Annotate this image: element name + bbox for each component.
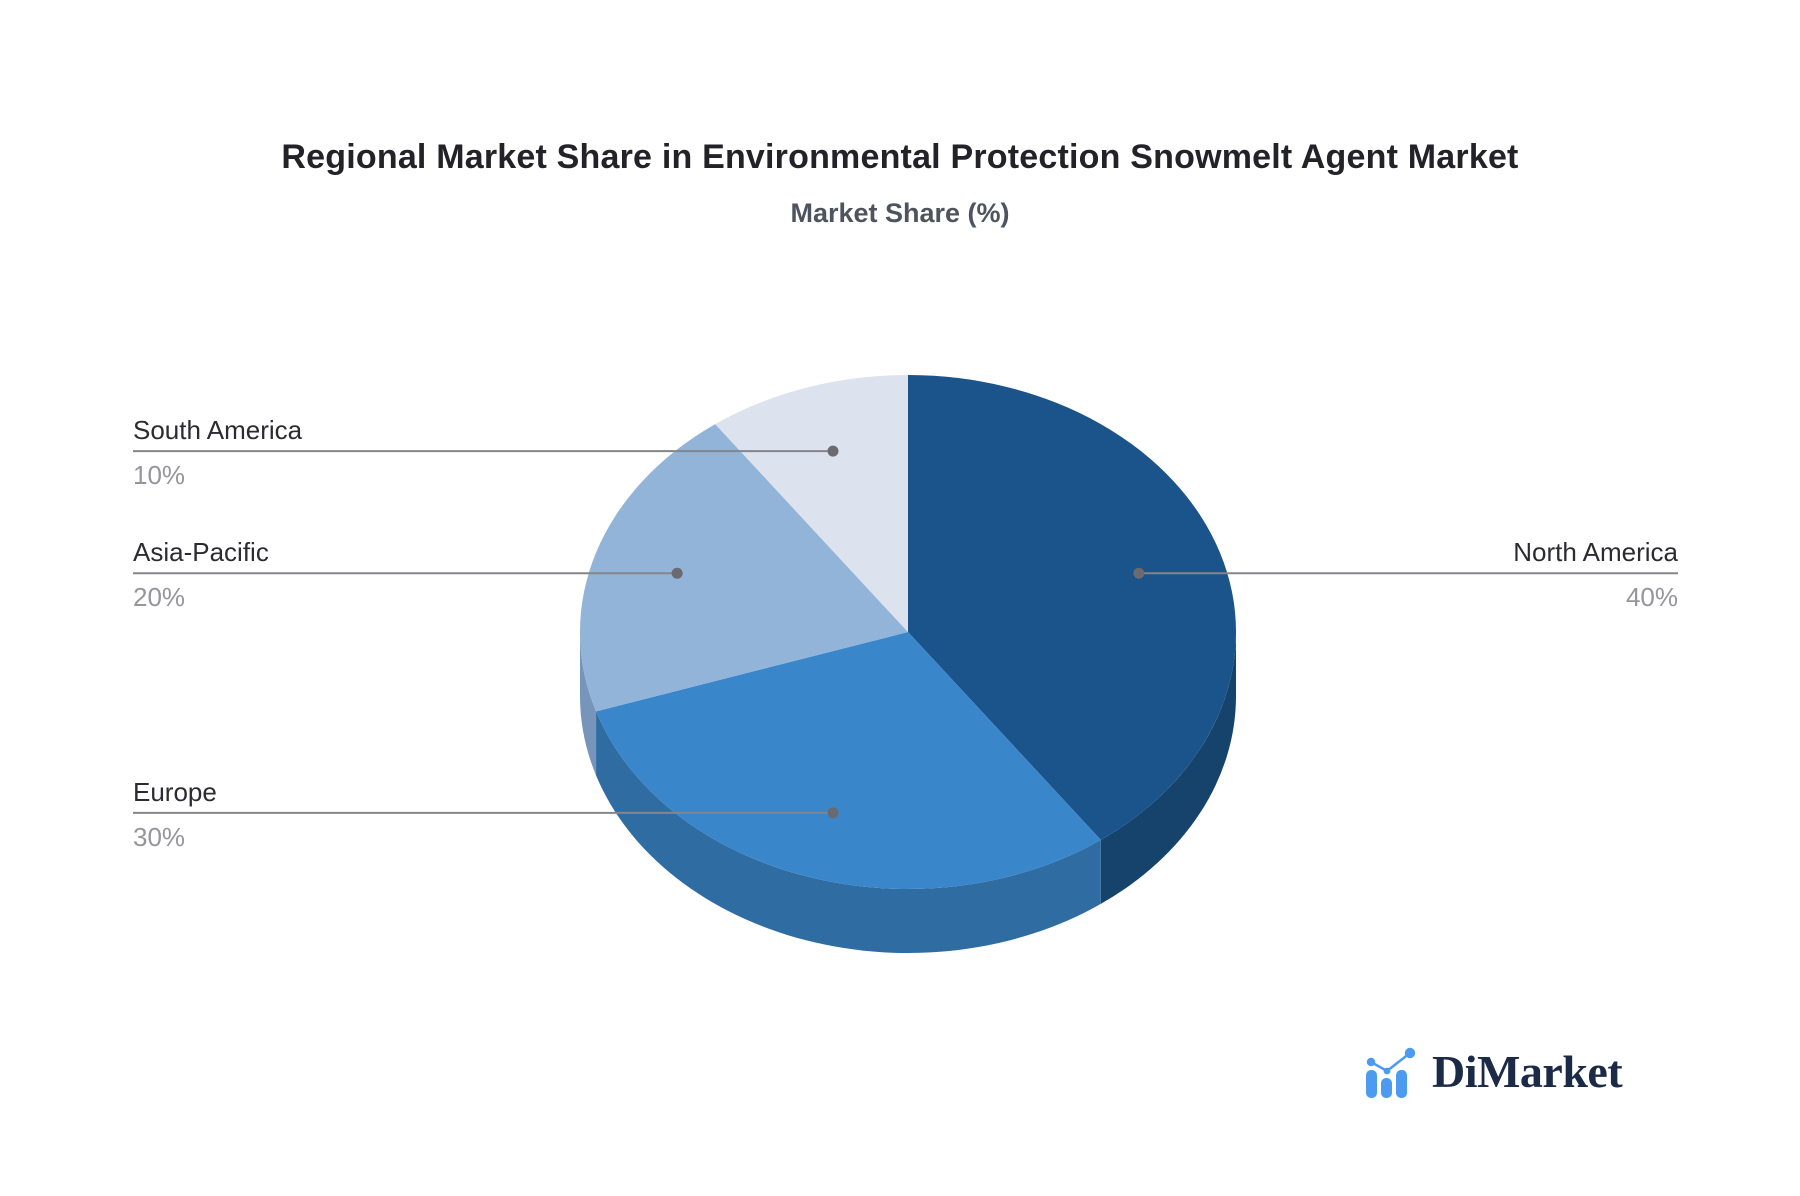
leader-dot-south-america [827, 445, 839, 457]
pie-label-value-europe: 30% [133, 821, 186, 852]
pie-slice-north-america[interactable] [908, 375, 1236, 840]
chart-title: Regional Market Share in Environmental P… [281, 138, 1519, 176]
leader-dot-north-america [1133, 567, 1145, 579]
pie-label-value-asia-pacific: 20% [133, 582, 186, 613]
pie-side-asia-pacific [580, 632, 597, 776]
pie-label-name-south-america: South America [133, 415, 303, 446]
pie-slice-south-america[interactable] [715, 375, 908, 632]
pie-slice-europe[interactable] [596, 632, 1101, 889]
leader-dot-europe [827, 807, 839, 819]
brand-logo-text: DiMarket [1432, 1046, 1623, 1097]
pie-label-value-south-america: 10% [133, 460, 186, 491]
bar-line-chart-icon [1366, 1047, 1416, 1098]
leader-dot-asia-pacific [671, 567, 683, 579]
pie-label-name-north-america: North America [1513, 537, 1678, 568]
pie-side-north-america [1100, 632, 1236, 904]
brand-logo: DiMarket [1360, 1040, 1623, 1104]
pie-label-name-europe: Europe [133, 776, 217, 807]
pie-label-name-asia-pacific: Asia-Pacific [133, 537, 269, 568]
chart-subtitle: Market Share (%) [790, 198, 1010, 228]
pie-slice-asia-pacific[interactable] [579, 424, 908, 712]
pie-side-europe [596, 711, 1101, 953]
pie-label-value-north-america: 40% [1625, 582, 1678, 613]
